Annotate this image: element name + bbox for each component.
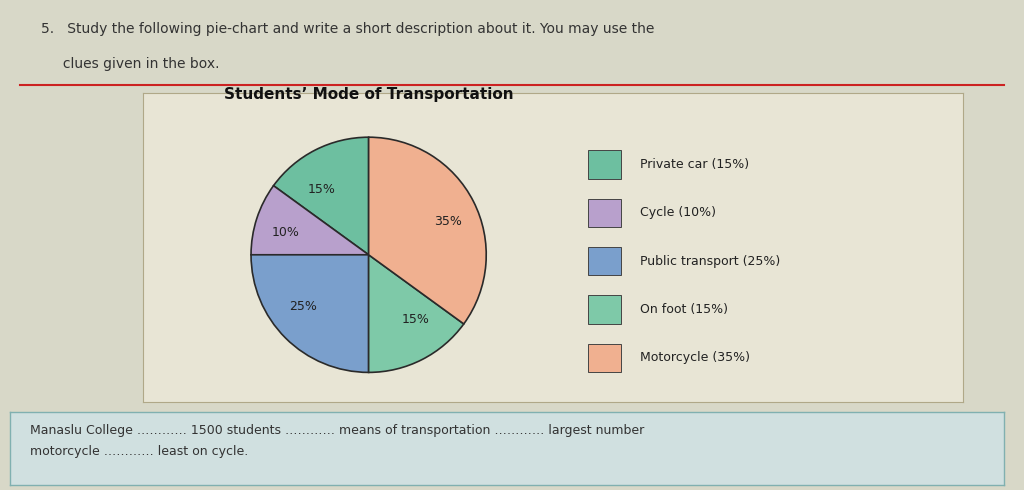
Text: Public transport (25%): Public transport (25%) — [640, 255, 780, 268]
FancyBboxPatch shape — [588, 343, 622, 372]
Text: Private car (15%): Private car (15%) — [640, 158, 749, 171]
Text: Manaslu College ………… 1500 students ………… means of transportation ………… largest num: Manaslu College ………… 1500 students ………… … — [30, 424, 644, 458]
Text: 10%: 10% — [271, 226, 299, 239]
Text: On foot (15%): On foot (15%) — [640, 303, 728, 316]
Wedge shape — [369, 255, 464, 372]
Wedge shape — [273, 137, 369, 255]
FancyBboxPatch shape — [588, 199, 622, 227]
Text: 15%: 15% — [401, 313, 430, 326]
FancyBboxPatch shape — [588, 150, 622, 179]
Text: 25%: 25% — [289, 300, 317, 313]
FancyBboxPatch shape — [588, 247, 622, 275]
FancyBboxPatch shape — [588, 295, 622, 324]
Wedge shape — [369, 137, 486, 324]
Text: 35%: 35% — [433, 215, 462, 228]
Text: 5.   Study the following pie-chart and write a short description about it. You m: 5. Study the following pie-chart and wri… — [41, 22, 654, 36]
Text: Cycle (10%): Cycle (10%) — [640, 206, 716, 220]
Text: Motorcycle (35%): Motorcycle (35%) — [640, 351, 750, 365]
Wedge shape — [251, 255, 369, 372]
Title: Students’ Mode of Transportation: Students’ Mode of Transportation — [224, 88, 513, 102]
Text: 15%: 15% — [307, 183, 336, 196]
Wedge shape — [251, 186, 369, 255]
Text: clues given in the box.: clues given in the box. — [41, 57, 219, 72]
